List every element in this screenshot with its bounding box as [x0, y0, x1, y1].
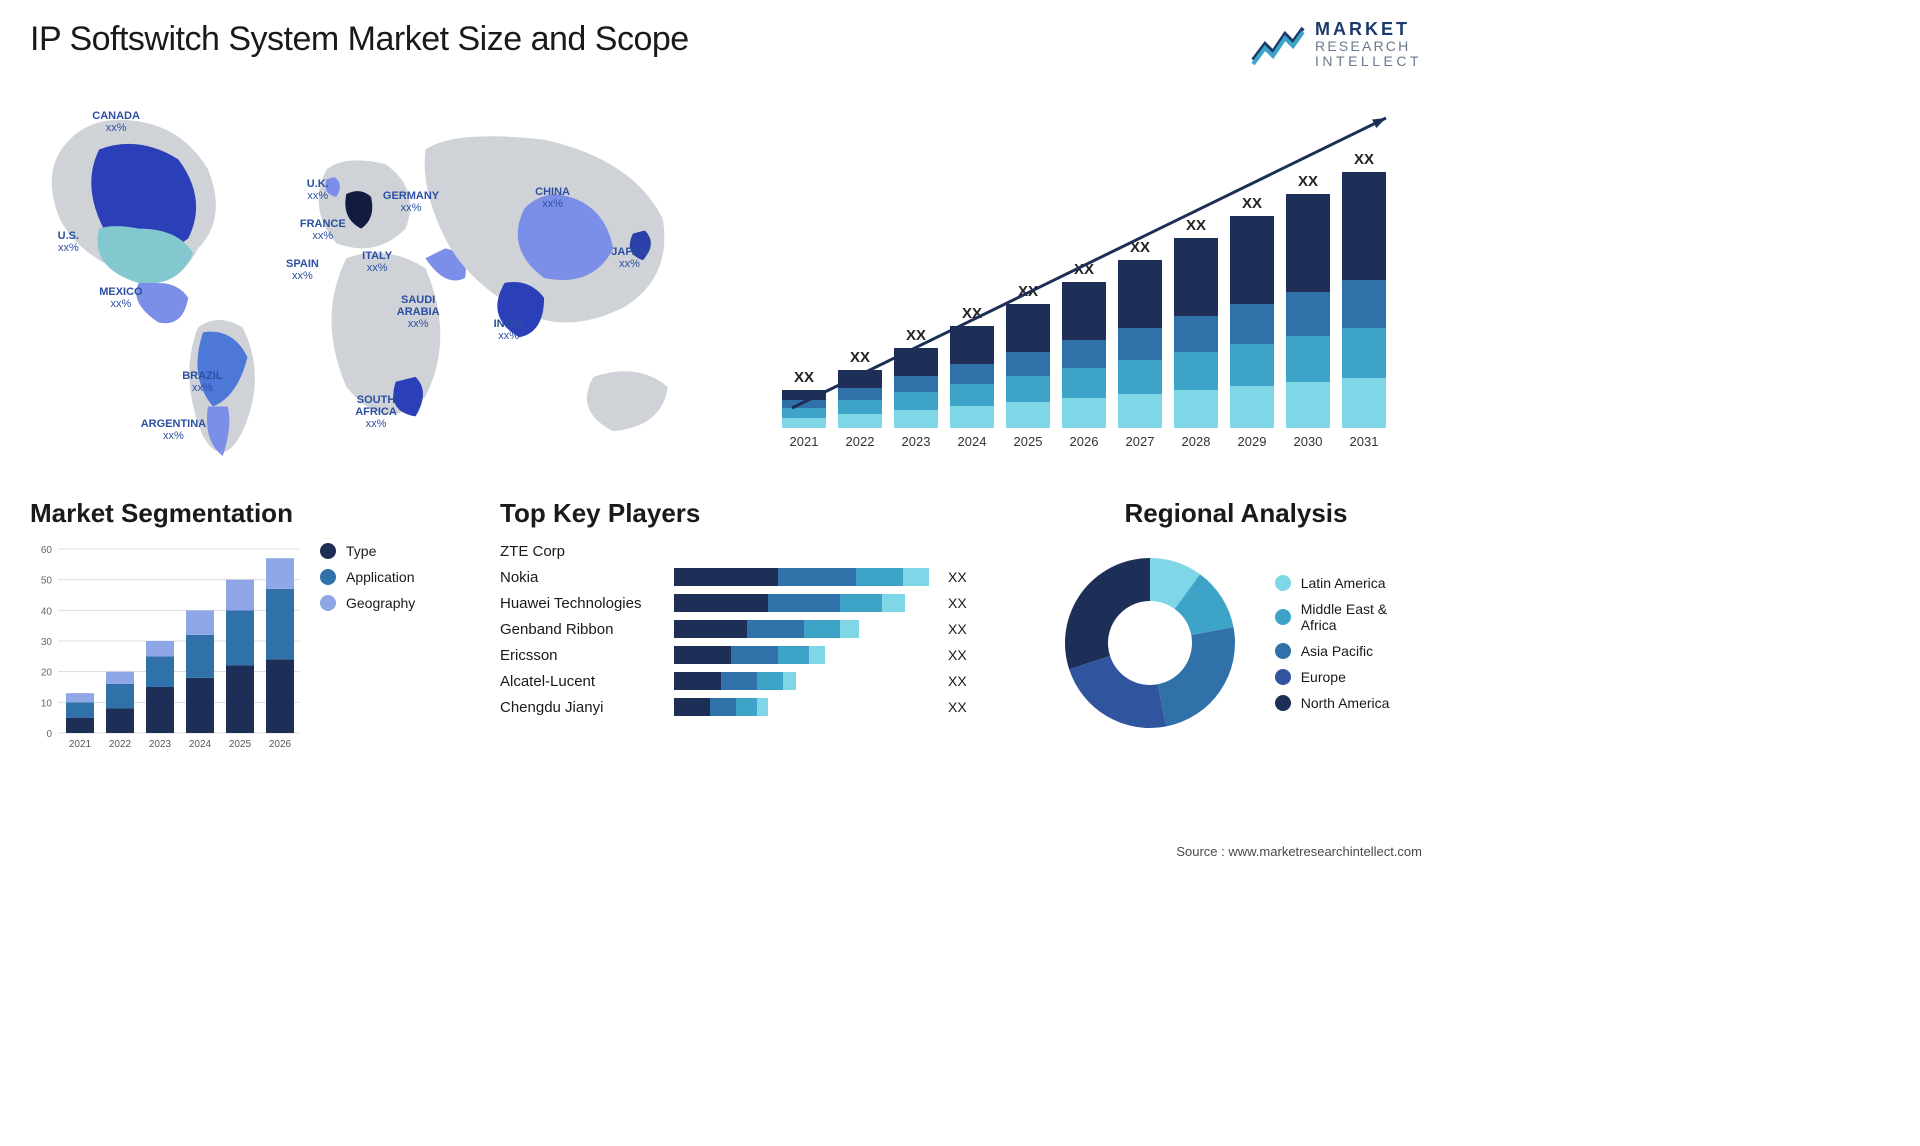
map-label: ARGENTINAxx% [141, 418, 206, 442]
regional-panel: Regional Analysis Latin America Middle Ea… [1050, 498, 1422, 758]
map-label: SAUDIARABIAxx% [397, 294, 440, 330]
svg-text:2025: 2025 [1014, 434, 1043, 449]
svg-text:50: 50 [41, 576, 53, 587]
growth-chart-svg: XX 2021 XX 2022 XX 2023 XX 2024 XX 2025 XX 2026 XX 20… [762, 78, 1422, 458]
svg-text:2029: 2029 [1238, 434, 1267, 449]
svg-text:2022: 2022 [846, 434, 875, 449]
svg-text:2030: 2030 [1294, 434, 1323, 449]
svg-text:2027: 2027 [1126, 434, 1155, 449]
svg-text:XX: XX [794, 369, 814, 386]
world-map: CANADAxx% U.S.xx% MEXICOxx% BRAZILxx% ARGENT… [30, 78, 722, 478]
svg-text:10: 10 [41, 699, 53, 710]
map-label: U.K.xx% [307, 178, 329, 202]
svg-text:60: 60 [41, 545, 53, 556]
map-label: GERMANYxx% [383, 190, 439, 214]
legend-item: Application [320, 569, 415, 585]
regional-title: Regional Analysis [1050, 498, 1422, 529]
player-row: Alcatel-LucentXX [500, 672, 1020, 690]
svg-text:XX: XX [1298, 173, 1318, 190]
svg-text:2024: 2024 [189, 739, 212, 750]
map-label: JAPANxx% [611, 246, 647, 270]
svg-text:XX: XX [1186, 217, 1206, 234]
players-title: Top Key Players [500, 498, 1020, 529]
legend-item: Geography [320, 595, 415, 611]
map-label: CHINAxx% [535, 186, 570, 210]
map-label: FRANCExx% [300, 218, 346, 242]
legend-item: Europe [1275, 669, 1422, 685]
logo-line2: RESEARCH [1315, 39, 1422, 54]
players-panel: Top Key Players ZTE Corp NokiaXX Huawei Te… [500, 498, 1020, 758]
svg-text:2021: 2021 [69, 739, 92, 750]
svg-text:30: 30 [41, 637, 53, 648]
player-row: NokiaXX [500, 568, 1020, 586]
map-label: ITALYxx% [362, 250, 392, 274]
svg-text:XX: XX [1242, 195, 1262, 212]
growth-chart: XX 2021 XX 2022 XX 2023 XX 2024 XX 2025 XX 2026 XX 20… [762, 78, 1422, 478]
brand-logo: MARKET RESEARCH INTELLECT [1251, 20, 1422, 68]
legend-item: Middle East & Africa [1275, 601, 1422, 633]
legend-item: Asia Pacific [1275, 643, 1422, 659]
source-citation: Source : www.marketresearchintellect.com [1176, 844, 1422, 859]
svg-text:2026: 2026 [1070, 434, 1099, 449]
legend-item: Latin America [1275, 575, 1422, 591]
svg-text:XX: XX [850, 349, 870, 366]
svg-text:2024: 2024 [958, 434, 987, 449]
player-row: Chengdu JianyiXX [500, 698, 1020, 716]
svg-text:2026: 2026 [269, 739, 292, 750]
player-row: ZTE Corp [500, 543, 1020, 560]
map-label: MEXICOxx% [99, 286, 142, 310]
map-label: INDIAxx% [494, 318, 524, 342]
segmentation-chart-svg: 0 10 20 30 40 50 60 2021 2022 2023 2024 2025 2026 [30, 543, 300, 753]
player-row: Huawei TechnologiesXX [500, 594, 1020, 612]
svg-text:2031: 2031 [1350, 434, 1379, 449]
svg-text:2023: 2023 [149, 739, 172, 750]
logo-line1: MARKET [1315, 20, 1422, 39]
svg-text:2023: 2023 [902, 434, 931, 449]
svg-text:2021: 2021 [790, 434, 819, 449]
regional-donut-svg [1050, 543, 1245, 743]
svg-text:20: 20 [41, 668, 53, 679]
segmentation-title: Market Segmentation [30, 498, 470, 529]
svg-text:0: 0 [46, 729, 52, 740]
map-label: BRAZILxx% [182, 370, 222, 394]
svg-text:XX: XX [906, 327, 926, 344]
svg-text:XX: XX [1354, 151, 1374, 168]
page-title: IP Softswitch System Market Size and Sco… [30, 20, 689, 59]
svg-text:2025: 2025 [229, 739, 252, 750]
svg-text:2028: 2028 [1182, 434, 1211, 449]
map-label: U.S.xx% [58, 230, 79, 254]
player-row: Genband RibbonXX [500, 620, 1020, 638]
map-label: SPAINxx% [286, 258, 319, 282]
legend-item: North America [1275, 695, 1422, 711]
logo-mark-icon [1251, 22, 1305, 66]
logo-line3: INTELLECT [1315, 54, 1422, 69]
svg-text:40: 40 [41, 607, 53, 618]
player-row: EricssonXX [500, 646, 1020, 664]
regional-legend: Latin America Middle East & Africa Asia Pa… [1275, 575, 1422, 711]
legend-item: Type [320, 543, 415, 559]
segmentation-legend: Type Application Geography [320, 543, 415, 611]
svg-text:2022: 2022 [109, 739, 132, 750]
segmentation-panel: Market Segmentation 0 10 20 30 40 50 60 2021 202… [30, 498, 470, 758]
map-label: CANADAxx% [92, 110, 140, 134]
map-label: SOUTHAFRICAxx% [355, 394, 397, 430]
